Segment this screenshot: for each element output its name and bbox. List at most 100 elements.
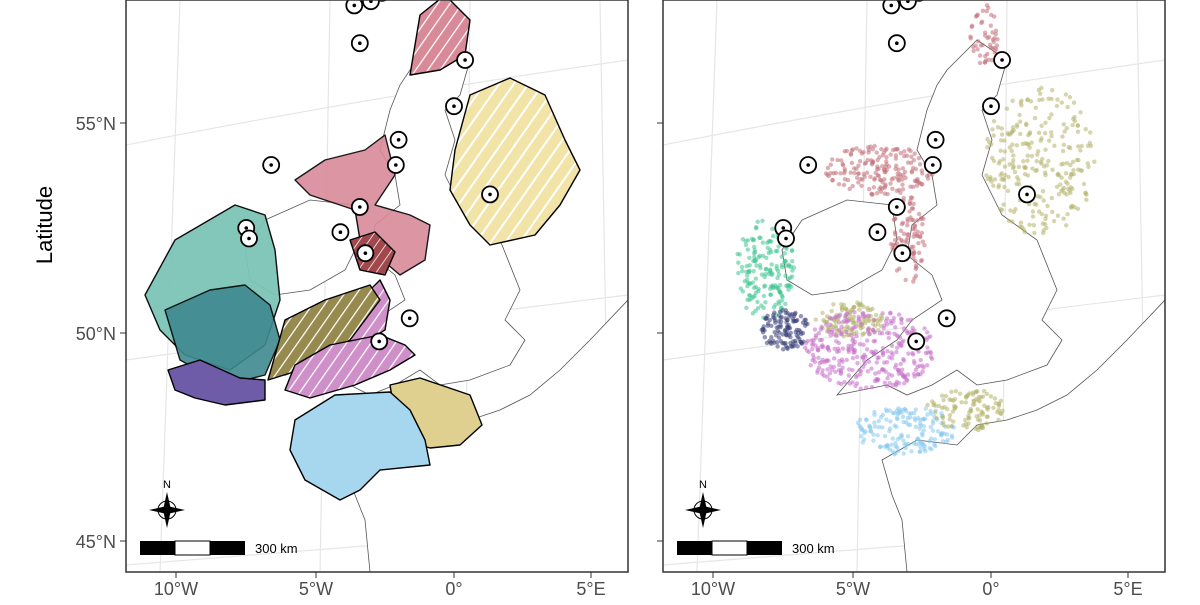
tracking-point <box>950 435 955 440</box>
tracking-point <box>839 324 844 330</box>
tracking-point <box>900 182 905 187</box>
tracking-point <box>1014 143 1020 148</box>
tracking-point <box>901 195 906 201</box>
tracking-point <box>901 231 907 236</box>
tracking-point <box>941 397 946 403</box>
tracking-point <box>971 398 976 404</box>
tracking-point <box>902 373 907 379</box>
tracking-point <box>776 272 782 277</box>
tracking-point <box>750 280 756 285</box>
lon-tick-0: 0° <box>982 579 999 599</box>
tracking-point <box>982 403 987 408</box>
tracking-point <box>1049 130 1054 135</box>
tracking-point <box>866 147 872 153</box>
tracking-point <box>759 327 764 333</box>
tracking-point <box>1016 182 1022 187</box>
tracking-point <box>742 279 748 284</box>
tracking-point <box>888 152 893 157</box>
tracking-point <box>1071 116 1076 122</box>
tracking-point <box>1011 209 1017 215</box>
tracking-point <box>808 363 813 368</box>
tracking-point <box>783 301 788 307</box>
tracking-point <box>1025 153 1030 158</box>
tracking-point <box>1007 162 1012 167</box>
tracking-point <box>791 265 797 270</box>
tracking-point <box>876 418 881 424</box>
tracking-point <box>888 181 893 186</box>
tracking-point <box>764 255 769 261</box>
scale-bar-label: 300 km <box>255 541 298 556</box>
tracking-point <box>818 327 824 332</box>
tracking-point <box>913 424 919 429</box>
tracking-point <box>898 228 904 234</box>
tracking-point <box>903 408 909 414</box>
tracking-point <box>852 170 857 176</box>
tracking-point <box>1001 157 1006 162</box>
tracking-point <box>1043 147 1048 152</box>
tracking-point <box>865 157 870 163</box>
tracking-point <box>882 191 888 196</box>
tracking-point <box>844 148 850 154</box>
tracking-point <box>876 327 881 333</box>
tracking-point <box>908 148 913 154</box>
tracking-point <box>779 262 785 268</box>
tracking-point <box>1041 230 1046 236</box>
tracking-point <box>922 242 927 248</box>
tracking-point <box>755 219 760 225</box>
tracking-point <box>868 429 873 434</box>
tracking-point <box>896 380 902 386</box>
tracking-point <box>817 360 822 366</box>
tracking-point <box>841 182 847 188</box>
y-axis-label: Latitude <box>32 186 57 264</box>
tracking-point <box>831 302 836 307</box>
tracking-point <box>786 262 792 267</box>
tracking-point <box>905 223 910 228</box>
tracking-point <box>832 315 838 320</box>
tracking-point <box>901 438 906 443</box>
tracking-point <box>753 276 759 281</box>
tracking-point <box>859 322 864 327</box>
tracking-point <box>1050 209 1055 215</box>
colony-marker-dot <box>363 251 368 255</box>
tracking-point <box>925 402 930 408</box>
tracking-point <box>904 378 910 383</box>
tracking-point <box>936 403 942 409</box>
tracking-point <box>872 420 877 425</box>
panel-right: N 300 km 10°W 5°W 0° 5°E <box>657 0 1166 599</box>
tracking-point <box>1070 122 1075 128</box>
tracking-point <box>736 270 741 276</box>
tracking-point <box>870 350 876 355</box>
tracking-point <box>776 244 781 249</box>
tracking-point <box>850 355 856 361</box>
tracking-point <box>1018 220 1024 225</box>
colony-marker-dot <box>407 316 412 321</box>
tracking-point <box>999 171 1004 176</box>
colony-marker-dot <box>914 339 919 344</box>
tracking-point <box>855 300 860 305</box>
tracking-point <box>1061 122 1067 127</box>
tracking-point <box>852 350 857 355</box>
tracking-point <box>907 209 912 214</box>
tracking-point <box>1032 115 1038 121</box>
tracking-point <box>894 241 900 246</box>
tracking-point <box>760 253 766 259</box>
tracking-point <box>819 344 824 350</box>
tracking-point <box>1032 201 1037 207</box>
tracking-point <box>1054 103 1060 109</box>
tracking-point <box>859 183 864 188</box>
tracking-point <box>967 391 972 396</box>
tracking-point <box>1055 171 1061 177</box>
tracking-point <box>919 168 924 173</box>
tracking-point <box>783 331 789 336</box>
tracking-point <box>825 374 830 379</box>
tracking-point <box>872 143 877 149</box>
tracking-point <box>993 28 999 33</box>
panel-left: N 300 km 55°N 50°N 45°N 10°W <box>76 0 629 599</box>
tracking-point <box>825 344 831 350</box>
tracking-point <box>760 240 766 245</box>
tracking-point <box>905 330 910 336</box>
tracking-point <box>977 53 983 58</box>
tracking-point <box>946 424 951 429</box>
panel-right-map: N 300 km <box>663 0 1165 572</box>
